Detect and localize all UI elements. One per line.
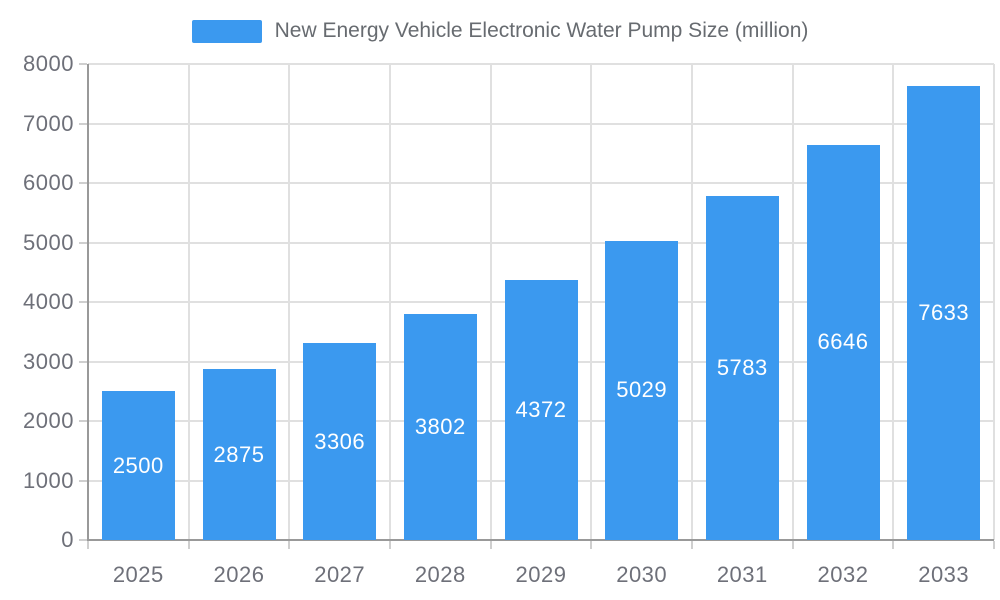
x-gridline [892, 64, 895, 540]
y-axis-tick [79, 241, 87, 244]
y-axis-label: 4000 [23, 289, 74, 314]
x-axis-tick [892, 541, 895, 549]
x-axis-tick [389, 541, 391, 549]
x-gridline [590, 64, 593, 540]
x-axis-tick [87, 541, 89, 549]
y-axis-tick [79, 479, 87, 482]
y-axis-label: 3000 [23, 348, 74, 374]
x-axis-label: 2027 [314, 562, 366, 587]
y-gridline [88, 122, 994, 125]
y-axis-label: 2000 [23, 408, 74, 433]
y-axis-tick [79, 63, 87, 65]
x-axis-label: 2031 [716, 562, 768, 587]
x-axis-tick [187, 541, 190, 549]
x-gridline [691, 64, 693, 540]
y-gridline [88, 63, 994, 65]
x-gridline [993, 64, 995, 540]
x-axis-label: 2030 [616, 562, 668, 587]
y-axis-label: 6000 [23, 170, 74, 195]
x-axis-label: 2029 [515, 562, 567, 587]
x-gridline [187, 64, 190, 540]
x-axis-tick [791, 541, 794, 549]
x-axis-label: 2026 [213, 562, 265, 587]
bar-2030[interactable] [605, 240, 679, 540]
bar-2025[interactable] [101, 391, 175, 541]
bar-2033[interactable] [907, 85, 981, 540]
y-axis-line [87, 64, 89, 540]
x-axis-tick [489, 541, 492, 549]
x-axis-label: 2025 [112, 562, 164, 587]
y-axis-label: 7000 [23, 110, 74, 136]
x-axis-tick [993, 541, 995, 549]
y-axis-tick [79, 420, 87, 422]
bar-2027[interactable] [303, 343, 377, 540]
x-axis-label: 2028 [414, 562, 466, 587]
y-axis-tick [79, 360, 87, 363]
legend-swatch-icon [191, 19, 262, 43]
y-axis-label: 0 [61, 527, 74, 552]
bar-2028[interactable] [403, 313, 477, 540]
y-axis-label: 1000 [23, 467, 74, 493]
bar-2026[interactable] [202, 368, 276, 540]
x-axis-line [86, 539, 994, 541]
legend-label: New Energy Vehicle Electronic Water Pump… [274, 19, 809, 42]
x-gridline [791, 64, 794, 540]
x-axis-label: 2033 [918, 562, 970, 587]
y-axis-tick [79, 539, 87, 541]
x-axis-tick [590, 541, 593, 549]
bar-2029[interactable] [504, 279, 578, 540]
y-axis-tick [79, 301, 87, 303]
y-gridline [88, 182, 994, 184]
x-gridline [389, 64, 391, 540]
x-axis-label: 2032 [817, 562, 869, 587]
y-axis-label: 5000 [23, 229, 74, 255]
y-axis-label: 8000 [23, 51, 74, 76]
x-gridline [288, 64, 291, 540]
x-axis-tick [691, 541, 693, 549]
x-axis-tick [288, 541, 291, 549]
x-gridline [489, 64, 492, 540]
y-axis-tick [79, 182, 87, 184]
bar-2032[interactable] [806, 144, 880, 540]
legend-item[interactable]: New Energy Vehicle Electronic Water Pump… [0, 17, 1000, 45]
y-axis-tick [79, 122, 87, 125]
bar-2031[interactable] [705, 195, 779, 540]
y-gridline [88, 241, 994, 244]
